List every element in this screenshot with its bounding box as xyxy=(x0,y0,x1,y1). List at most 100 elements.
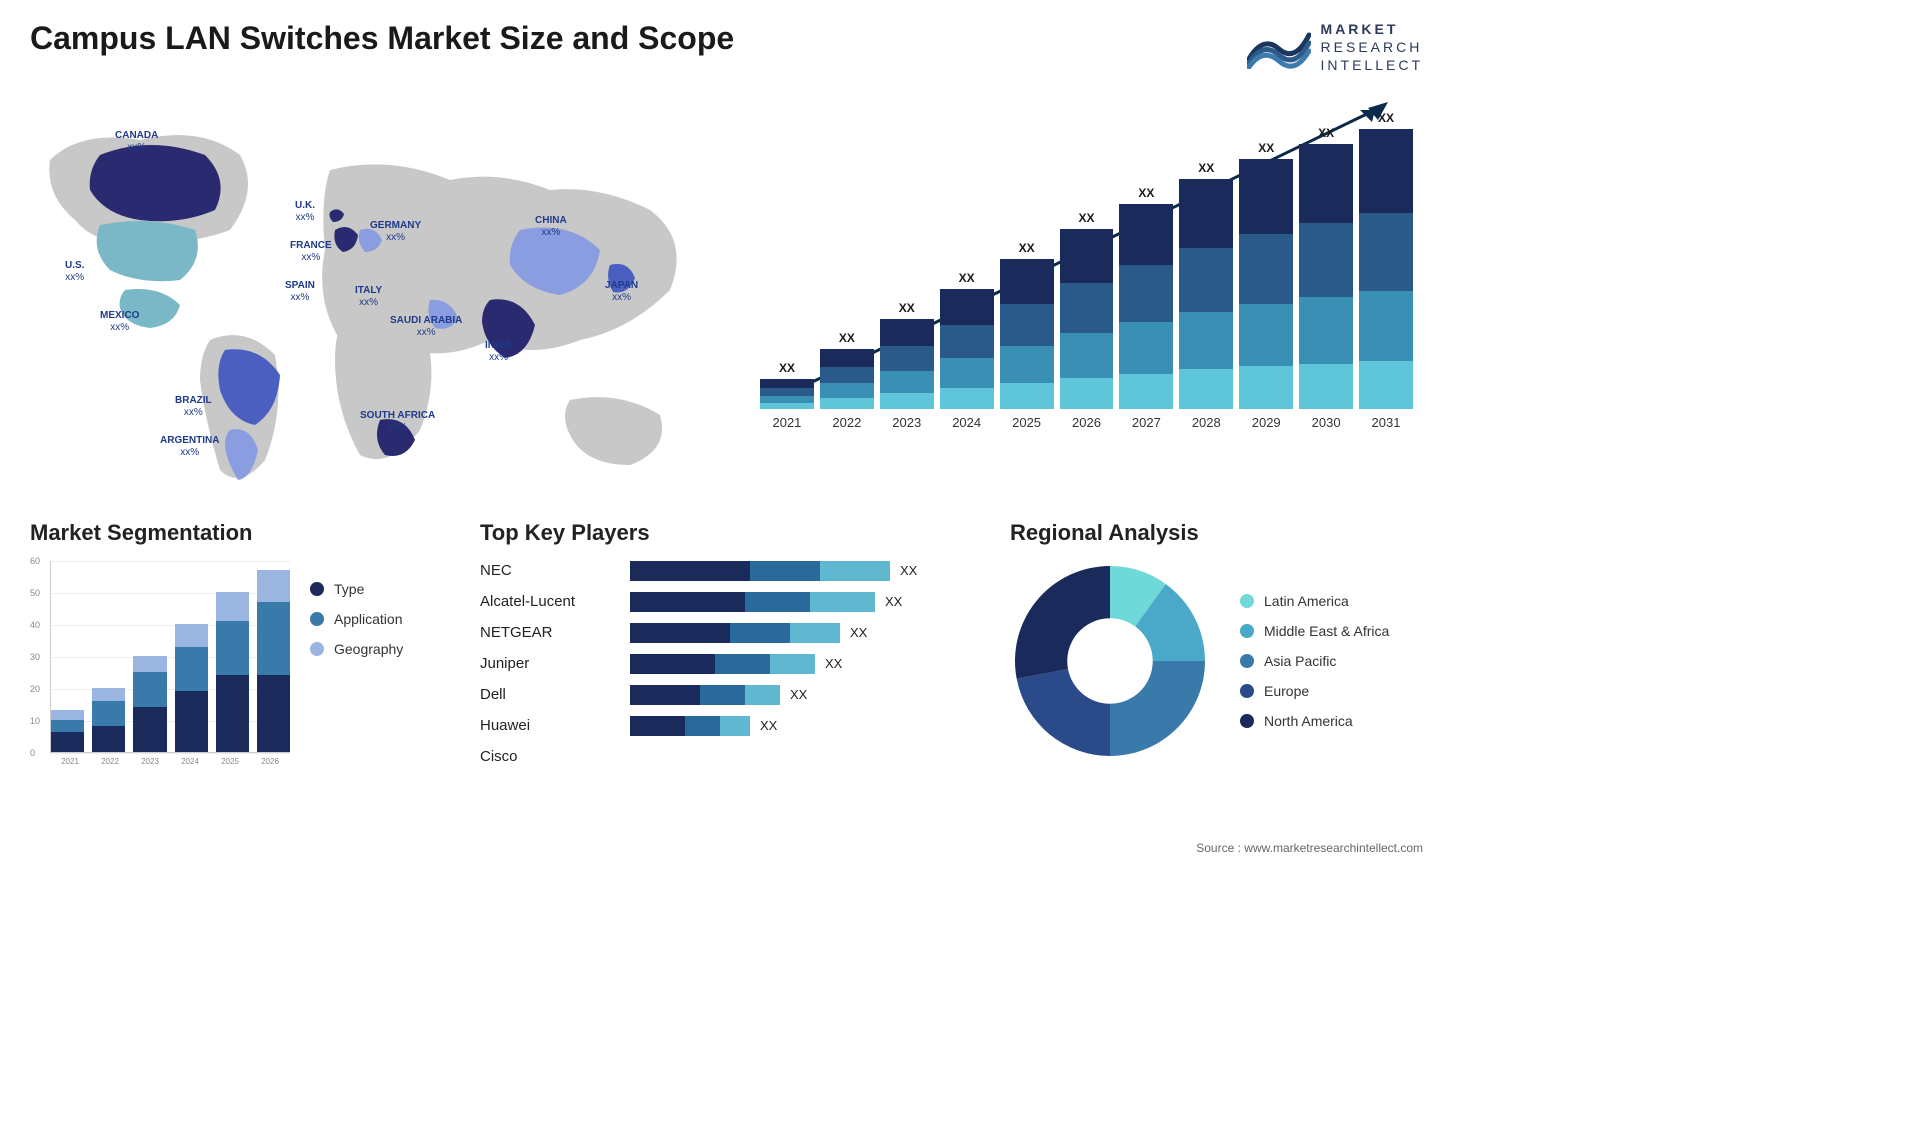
growth-bar-segment xyxy=(1179,179,1233,248)
growth-bar-segment xyxy=(1119,322,1173,373)
player-bar-segment xyxy=(720,716,750,736)
growth-bar-year: 2028 xyxy=(1192,415,1221,430)
growth-bar-segment xyxy=(1119,265,1173,322)
growth-bar-value: XX xyxy=(1378,111,1394,125)
player-bar-value: XX xyxy=(825,656,842,671)
legend-dot-icon xyxy=(1240,714,1254,728)
growth-bar-segment xyxy=(940,388,994,408)
seg-bar-segment xyxy=(175,691,208,751)
map-label-south-africa: SOUTH AFRICAxx% xyxy=(360,410,435,434)
map-label-u-s-: U.S.xx% xyxy=(65,260,84,284)
growth-bar-segment xyxy=(1179,248,1233,312)
world-map: CANADAxx%U.S.xx%MEXICOxx%BRAZILxx%ARGENT… xyxy=(30,100,710,490)
seg-bar-segment xyxy=(92,726,125,751)
map-label-india: INDIAxx% xyxy=(485,340,512,364)
player-bar xyxy=(630,685,780,705)
growth-bar-segment xyxy=(1000,304,1054,346)
seg-x-tick: 2026 xyxy=(261,757,279,766)
growth-bar-year: 2029 xyxy=(1252,415,1281,430)
growth-bar-value: XX xyxy=(1078,211,1094,225)
growth-bar-segment xyxy=(1000,259,1054,304)
growth-bar-segment xyxy=(1179,312,1233,370)
player-bar-row: XX xyxy=(630,592,980,612)
player-bar xyxy=(630,592,875,612)
seg-bar-segment xyxy=(51,720,84,733)
player-bar-value: XX xyxy=(760,718,777,733)
seg-bar-segment xyxy=(257,602,290,675)
growth-bar-year: 2023 xyxy=(892,415,921,430)
seg-x-tick: 2025 xyxy=(221,757,239,766)
seg-bar-segment xyxy=(51,710,84,720)
seg-bar-segment xyxy=(216,675,249,751)
map-label-germany: GERMANYxx% xyxy=(370,220,421,244)
growth-bar-2024: XX2024 xyxy=(940,271,994,430)
player-bar-segment xyxy=(820,561,890,581)
growth-bar-2029: XX 2029 xyxy=(1239,141,1293,430)
map-label-saudi-arabia: SAUDI ARABIAxx% xyxy=(390,315,462,339)
growth-bar-2026: XX2026 xyxy=(1060,211,1114,430)
growth-bar-segment xyxy=(820,398,874,408)
growth-bar-year: 2021 xyxy=(772,415,801,430)
player-bar-segment xyxy=(770,654,815,674)
player-bar-segment xyxy=(630,623,730,643)
growth-bar-segment xyxy=(760,396,814,404)
regional-legend-item: North America xyxy=(1240,713,1389,729)
growth-bar-stack xyxy=(1119,204,1173,409)
growth-bar-year: 2022 xyxy=(832,415,861,430)
seg-bar-2022 xyxy=(92,688,125,752)
seg-bar-2024 xyxy=(175,624,208,751)
legend-dot-icon xyxy=(310,582,324,596)
player-bar-segment xyxy=(685,716,720,736)
seg-bar-segment xyxy=(133,656,166,672)
growth-bar-segment xyxy=(880,346,934,371)
map-label-spain: SPAINxx% xyxy=(285,280,315,304)
growth-bar-segment xyxy=(760,403,814,408)
growth-bar-year: 2025 xyxy=(1012,415,1041,430)
player-bar-value: XX xyxy=(900,563,917,578)
growth-bar-value: XX xyxy=(1258,141,1274,155)
legend-label: Application xyxy=(334,611,403,627)
legend-dot-icon xyxy=(310,642,324,656)
player-name: NETGEAR xyxy=(480,623,615,643)
player-name: Juniper xyxy=(480,654,615,674)
seg-bar-2025 xyxy=(216,592,249,751)
growth-bar-value: XX xyxy=(1318,126,1334,140)
growth-bar-stack xyxy=(1239,159,1293,409)
growth-bar-segment xyxy=(1000,346,1054,384)
regional-title: Regional Analysis xyxy=(1010,520,1423,546)
seg-bar-segment xyxy=(257,675,290,751)
growth-bar-segment xyxy=(820,367,874,384)
growth-bar-year: 2030 xyxy=(1312,415,1341,430)
player-name: NEC xyxy=(480,561,615,581)
player-bar-row: XX xyxy=(630,561,980,581)
map-label-mexico: MEXICOxx% xyxy=(100,310,139,334)
legend-label: Europe xyxy=(1264,683,1309,699)
growth-bar-2022: XX2022 xyxy=(820,331,874,430)
growth-bar-segment xyxy=(1359,129,1413,213)
growth-bar-2023: XX 2023 xyxy=(880,301,934,430)
seg-bar-segment xyxy=(216,621,249,675)
growth-bar-stack xyxy=(1000,259,1054,409)
growth-bar-segment xyxy=(820,349,874,367)
seg-legend-item: Type xyxy=(310,581,403,597)
logo-line2: RESEARCH xyxy=(1321,38,1423,56)
seg-bar-segment xyxy=(175,647,208,692)
player-bar-segment xyxy=(745,685,780,705)
growth-bar-segment xyxy=(1239,366,1293,409)
map-label-china: CHINAxx% xyxy=(535,215,567,239)
legend-dot-icon xyxy=(1240,594,1254,608)
growth-bar-segment xyxy=(1060,333,1114,378)
regional-donut-chart xyxy=(1010,561,1210,761)
growth-bar-chart: XX2021XX2022XX2023XX2024XX2025XX2026XX20… xyxy=(750,100,1423,490)
growth-bar-year: 2031 xyxy=(1372,415,1401,430)
growth-bar-segment xyxy=(1119,204,1173,266)
seg-bar-segment xyxy=(92,701,125,726)
growth-bar-segment xyxy=(760,388,814,396)
player-name: Dell xyxy=(480,685,615,705)
map-label-japan: JAPANxx% xyxy=(605,280,638,304)
growth-bar-value: XX xyxy=(899,301,915,315)
seg-bar-segment xyxy=(257,570,290,602)
segmentation-section: Market Segmentation 0102030405060 202120… xyxy=(30,520,450,771)
segmentation-legend: TypeApplicationGeography xyxy=(310,561,403,771)
player-bar-row: XX xyxy=(630,685,980,705)
